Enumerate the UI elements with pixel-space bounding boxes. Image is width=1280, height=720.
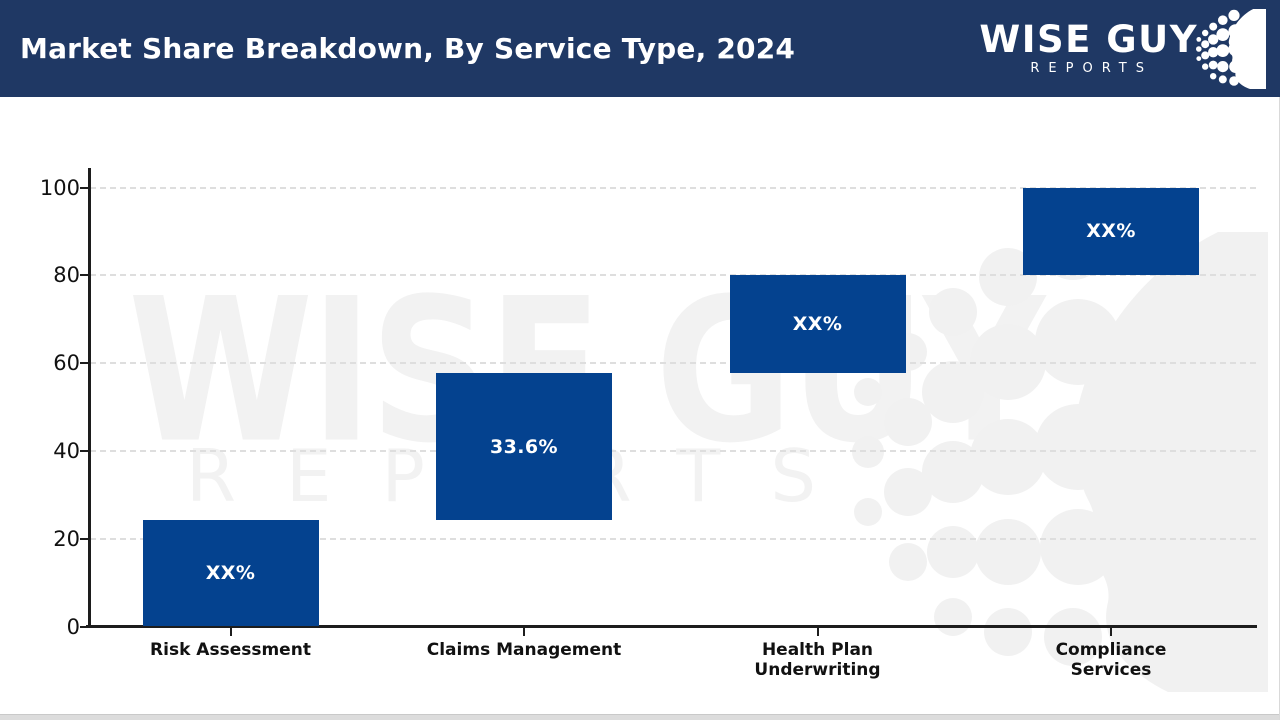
x-axis-spine	[86, 625, 1257, 628]
gridline-100	[90, 186, 1256, 189]
y-tick-label-100: 100	[39, 175, 80, 200]
bar-value-label: XX%	[792, 312, 843, 335]
x-category-label-3: Compliance Services	[1055, 640, 1167, 680]
logo-text: WISE GUY REPORTS	[979, 20, 1198, 77]
y-tick-label-40: 40	[53, 438, 80, 463]
x-tick-mark-0	[229, 628, 232, 636]
y-axis-spine	[88, 168, 91, 628]
y-tick-label-20: 20	[53, 526, 80, 551]
y-tick-mark-80	[80, 274, 88, 277]
y-tick-mark-100	[80, 186, 88, 189]
y-tick-mark-60	[80, 362, 88, 365]
bar-segment-1: 33.6%	[436, 372, 612, 521]
x-tick-mark-1	[523, 628, 525, 636]
logo-wordmark: WISE GUY	[979, 18, 1198, 61]
x-tick-mark-3	[1110, 628, 1112, 636]
bar-value-label: 33.6%	[490, 435, 558, 458]
x-category-label-2: Health Plan Underwriting	[754, 640, 881, 680]
y-tick-mark-20	[80, 537, 88, 540]
y-tick-mark-40	[80, 449, 88, 452]
x-category-label-1: Claims Management	[426, 640, 622, 660]
y-tick-label-80: 80	[53, 263, 80, 288]
bar-value-label: XX%	[1086, 220, 1136, 243]
gridline-80	[90, 274, 1256, 277]
x-tick-mark-2	[816, 628, 819, 636]
bar-segment-0: XX%	[142, 520, 319, 627]
logo-head-icon	[1196, 8, 1266, 89]
chart-title: Market Share Breakdown, By Service Type,…	[20, 32, 796, 65]
bar-segment-3: XX%	[1023, 187, 1199, 275]
bar-value-label: XX%	[205, 562, 256, 585]
y-tick-label-60: 60	[53, 351, 80, 376]
gridline-20	[90, 537, 1256, 540]
bar-segment-2: XX%	[729, 274, 906, 373]
y-tick-label-0: 0	[66, 614, 80, 639]
bottom-edge	[0, 714, 1280, 720]
wiseguy-logo: WISE GUY REPORTS	[979, 8, 1266, 89]
x-category-label-0: Risk Assessment	[150, 640, 311, 660]
logo-subtext: REPORTS	[1030, 61, 1153, 76]
gridline-40	[90, 449, 1256, 452]
y-tick-mark-0	[80, 625, 88, 628]
right-edge	[1278, 97, 1280, 720]
gridline-60	[90, 362, 1256, 365]
header-bar: Market Share Breakdown, By Service Type,…	[0, 0, 1280, 97]
